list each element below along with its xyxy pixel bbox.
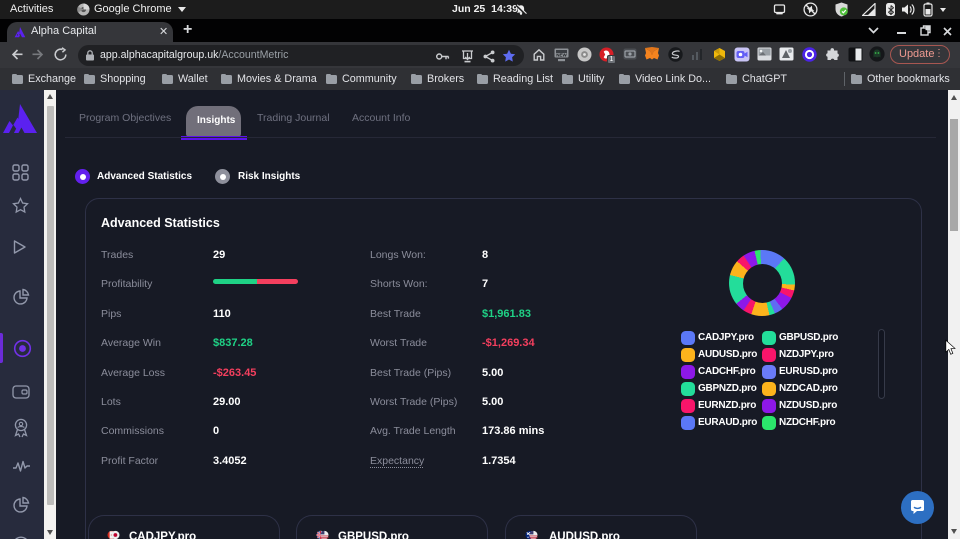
svg-text:NEW: NEW	[556, 53, 567, 58]
